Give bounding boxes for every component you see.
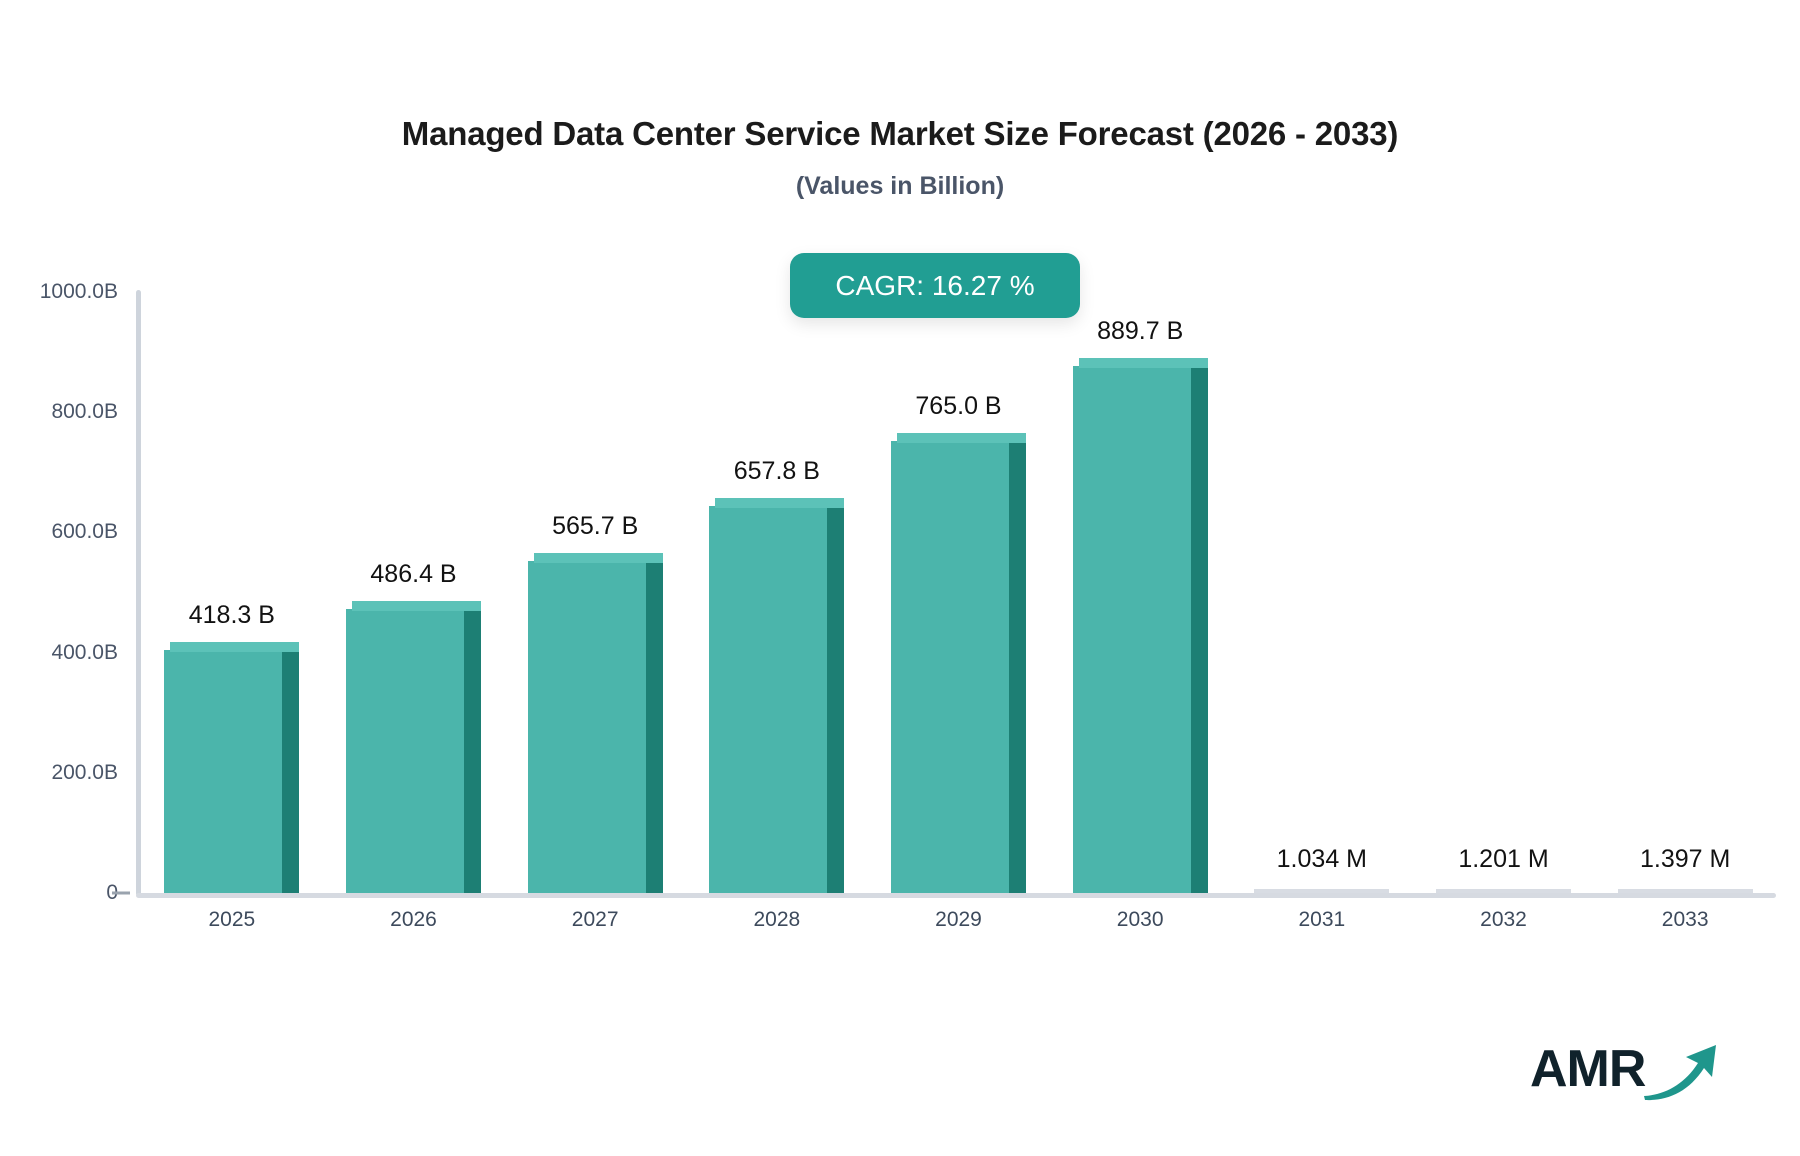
growth-arrow-icon <box>1644 1045 1716 1101</box>
y-axis-tick-label: 0 <box>0 881 118 905</box>
bar-top-face <box>897 433 1026 444</box>
bar-value-label: 889.7 B <box>1097 317 1184 346</box>
y-axis-tick-label: 800.0B <box>51 400 118 424</box>
x-axis-tick-label: 2027 <box>571 908 619 931</box>
y-axis-tick-labels: 1000.0B 800.0B 600.0B 400.0B 200.0B 0 <box>0 0 118 1156</box>
x-axis-tick-label: 2029 <box>935 908 982 931</box>
chart-subtitle: (Values in Billion) <box>795 172 1005 200</box>
cagr-badge: CAGR: 16.27 % <box>790 253 1080 318</box>
cagr-badge-label: CAGR: 16.27 % <box>835 269 1035 301</box>
x-axis-tick-label: 2025 <box>208 908 256 931</box>
bar-front-face[interactable] <box>164 649 282 893</box>
bar-value-label: 486.4 B <box>370 559 457 588</box>
amr-logo: AMR <box>1530 1035 1720 1105</box>
bar-front-face[interactable] <box>1254 889 1389 893</box>
x-axis-spine <box>136 893 1776 898</box>
bar-front-face[interactable] <box>1073 366 1191 893</box>
x-axis-tick-label: 2033 <box>1661 908 1709 931</box>
bar-front-face[interactable] <box>528 561 646 893</box>
bar-top-face <box>352 600 481 611</box>
bar-top-face <box>534 553 663 563</box>
bar-top-face <box>170 641 299 652</box>
y-axis-tick-label: 200.0B <box>51 760 118 784</box>
bar-value-label: 657.8 B <box>733 456 820 485</box>
bar-front-face[interactable] <box>1436 889 1571 893</box>
bar-top-face <box>715 497 844 508</box>
y-axis-spine <box>136 290 141 896</box>
x-axis-tick-label: 2026 <box>390 908 437 931</box>
x-axis-tick-label: 2030 <box>1116 908 1164 931</box>
page-title: Managed Data Center Service Market Size … <box>401 115 1399 152</box>
y-axis-tick-label: 400.0B <box>51 640 118 664</box>
bar-value-label: 1.201 M <box>1458 845 1549 873</box>
bar-top-face <box>1079 358 1208 369</box>
bar-front-face[interactable] <box>346 608 464 893</box>
x-axis-tick-label: 2031 <box>1298 908 1346 931</box>
bar-front-face[interactable] <box>709 505 827 893</box>
y-axis-tick-mark <box>112 891 130 895</box>
bar-value-label: 765.0 B <box>915 392 1002 421</box>
y-axis-tick-label: 1000.0B <box>39 280 118 303</box>
bar-value-label: 565.7 B <box>552 512 639 540</box>
bar-front-face[interactable] <box>1618 889 1753 893</box>
bar-front-face[interactable] <box>891 441 1009 893</box>
bar-value-label: 418.3 B <box>188 600 275 629</box>
bar-value-label: 1.397 M <box>1639 845 1731 873</box>
x-axis-tick-label: 2028 <box>753 908 801 931</box>
y-axis-tick-label: 600.0B <box>51 520 118 544</box>
amr-wordmark: AMR <box>1530 1040 1646 1098</box>
bar-value-label: 1.034 M <box>1276 845 1367 873</box>
x-axis-tick-label: 2032 <box>1480 908 1527 931</box>
